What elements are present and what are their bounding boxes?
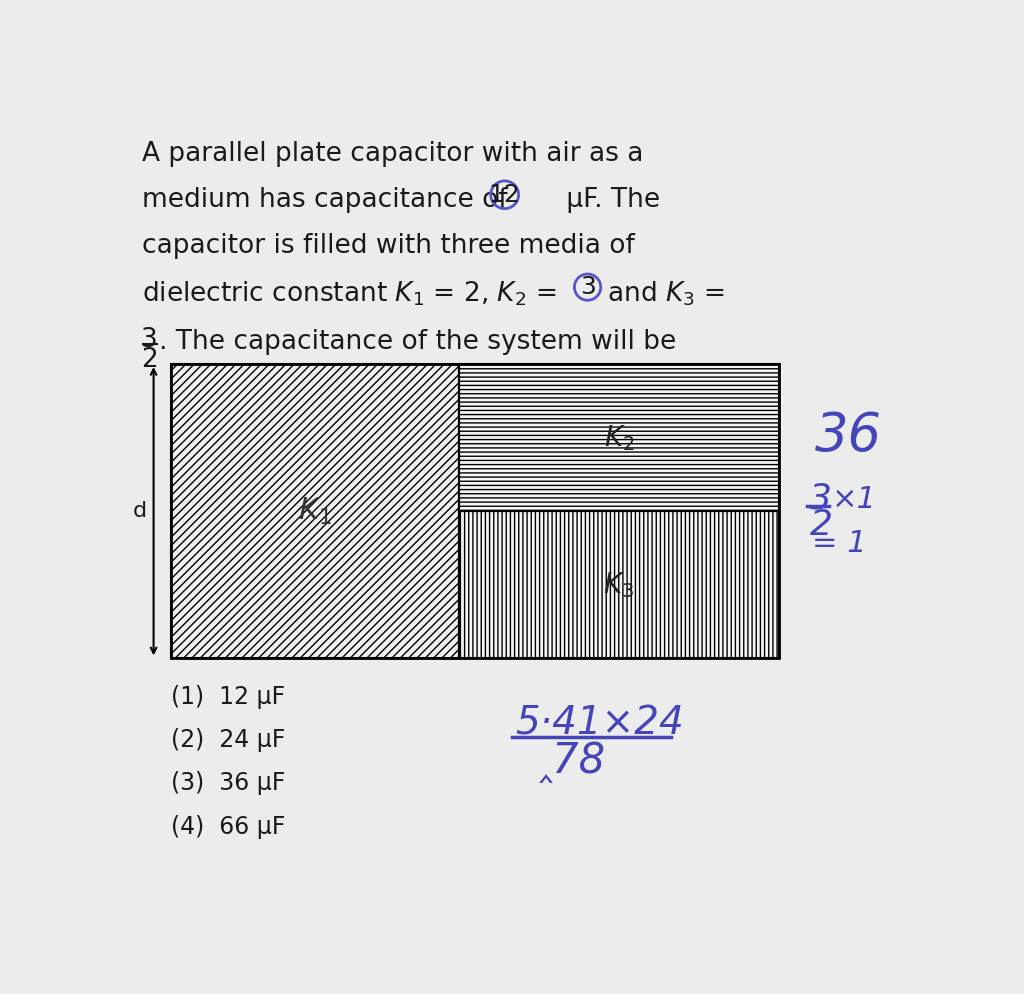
Text: . The capacitance of the system will be: . The capacitance of the system will be	[159, 329, 676, 356]
Text: 36: 36	[815, 411, 882, 462]
Text: A parallel plate capacitor with air as a: A parallel plate capacitor with air as a	[142, 141, 643, 167]
Text: 3: 3	[141, 327, 158, 353]
Text: $K_2$: $K_2$	[604, 422, 634, 452]
Bar	[171, 364, 459, 658]
Text: $K_1$: $K_1$	[298, 496, 332, 527]
Bar	[171, 364, 779, 658]
Text: = 1: = 1	[812, 529, 867, 558]
Text: (3)  36 μF: (3) 36 μF	[171, 771, 285, 795]
Text: 2: 2	[810, 508, 833, 542]
Text: (4)  66 μF: (4) 66 μF	[171, 815, 285, 839]
Bar	[459, 511, 779, 658]
Text: (1)  12 μF: (1) 12 μF	[171, 685, 285, 710]
Text: 5·41×24: 5·41×24	[515, 705, 684, 743]
Bar	[459, 364, 779, 511]
Text: ‸78: ‸78	[539, 742, 606, 783]
Text: d: d	[132, 501, 146, 521]
Text: (2)  24 μF: (2) 24 μF	[171, 729, 285, 752]
Text: ×1: ×1	[831, 485, 877, 514]
Bar	[171, 364, 779, 658]
Text: dielectric constant $K_1$ = 2, $K_2$ =      and $K_3$ =: dielectric constant $K_1$ = 2, $K_2$ = a…	[142, 279, 725, 308]
Text: 3: 3	[580, 275, 596, 299]
Text: $K_3$: $K_3$	[603, 570, 635, 599]
Text: 3: 3	[809, 481, 831, 515]
Text: 12: 12	[488, 183, 520, 207]
Text: 2: 2	[141, 347, 158, 373]
Text: medium has capacitance of       μF. The: medium has capacitance of μF. The	[142, 187, 660, 213]
Text: capacitor is filled with three media of: capacitor is filled with three media of	[142, 234, 635, 259]
